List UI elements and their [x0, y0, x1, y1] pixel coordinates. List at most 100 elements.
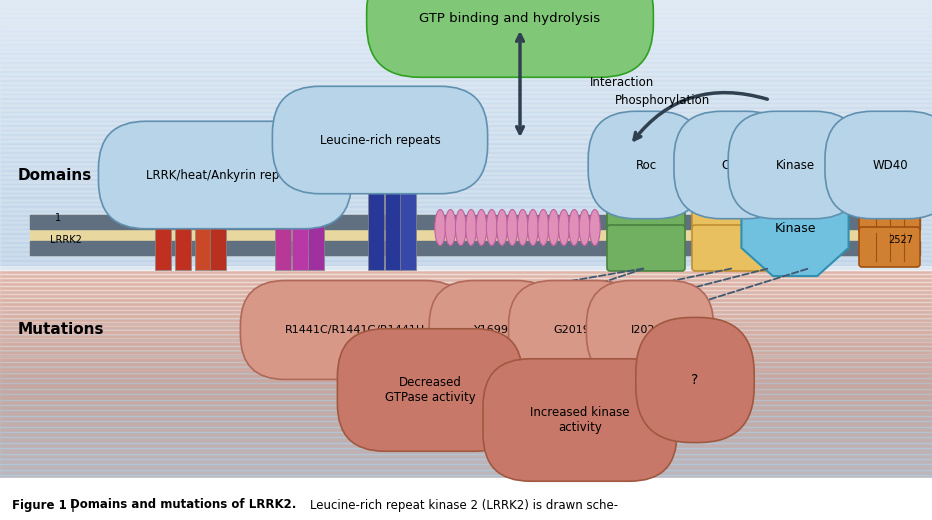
Bar — [0, 319, 932, 324]
Ellipse shape — [435, 210, 445, 245]
FancyBboxPatch shape — [859, 193, 920, 233]
Text: LRRK2: LRRK2 — [50, 235, 82, 245]
Bar — [30, 241, 920, 255]
Ellipse shape — [589, 210, 600, 245]
Bar — [0, 80, 932, 85]
Bar — [0, 134, 932, 139]
Bar — [0, 103, 932, 108]
Bar — [0, 358, 932, 362]
Bar — [0, 491, 932, 497]
Bar — [0, 224, 932, 229]
Bar — [292, 185, 308, 270]
Ellipse shape — [548, 210, 559, 245]
Bar — [0, 370, 932, 374]
FancyBboxPatch shape — [692, 225, 776, 271]
Bar — [0, 67, 932, 72]
Bar — [0, 292, 932, 297]
Bar — [195, 185, 211, 270]
Ellipse shape — [456, 210, 466, 245]
Bar — [0, 303, 932, 308]
Bar — [0, 215, 932, 220]
Bar — [0, 470, 932, 475]
Bar — [0, 139, 932, 144]
Bar — [0, 378, 932, 382]
Text: COR: COR — [721, 159, 747, 172]
Bar — [0, 270, 932, 276]
Text: COR: COR — [720, 202, 747, 215]
Bar — [0, 478, 932, 520]
Ellipse shape — [476, 210, 487, 245]
Bar — [0, 362, 932, 366]
Text: Decreased
GTPase activity: Decreased GTPase activity — [385, 376, 475, 404]
Bar — [0, 58, 932, 63]
Bar — [0, 378, 932, 383]
Bar — [0, 394, 932, 399]
Bar — [0, 188, 932, 193]
Bar — [0, 426, 932, 432]
Ellipse shape — [528, 210, 539, 245]
Text: 1: 1 — [55, 213, 62, 223]
Bar — [275, 185, 291, 270]
Bar — [0, 152, 932, 157]
Text: Kinase: Kinase — [774, 222, 816, 235]
Bar — [0, 302, 932, 306]
Ellipse shape — [558, 210, 569, 245]
Bar — [0, 116, 932, 121]
Bar — [0, 202, 932, 207]
Polygon shape — [742, 180, 848, 276]
Bar — [0, 282, 932, 286]
Ellipse shape — [517, 210, 528, 245]
Text: Roc: Roc — [636, 159, 656, 172]
Bar — [0, 13, 932, 18]
Bar — [0, 437, 932, 443]
Bar — [0, 4, 932, 9]
Bar — [0, 94, 932, 99]
Ellipse shape — [538, 210, 549, 245]
Bar — [0, 125, 932, 130]
Bar — [0, 459, 932, 464]
Text: Figure 1 |: Figure 1 | — [12, 499, 79, 512]
Bar — [0, 22, 932, 27]
Bar — [0, 405, 932, 410]
Bar — [0, 184, 932, 189]
Bar — [0, 453, 932, 459]
Bar — [0, 513, 932, 518]
Bar — [0, 326, 932, 330]
Text: Interaction: Interaction — [590, 75, 654, 88]
Bar — [0, 464, 932, 470]
Bar — [0, 334, 932, 338]
Bar — [0, 121, 932, 126]
Ellipse shape — [487, 210, 497, 245]
Bar — [0, 274, 932, 278]
Text: Domains and mutations of LRRK2.: Domains and mutations of LRRK2. — [70, 499, 300, 512]
Bar — [0, 294, 932, 298]
Bar — [0, 508, 932, 513]
Bar — [0, 40, 932, 45]
Text: Leucine-rich repeats: Leucine-rich repeats — [320, 134, 441, 147]
Bar — [385, 185, 401, 270]
Bar — [0, 170, 932, 175]
Text: R1441C/R1441G/R1441H: R1441C/R1441G/R1441H — [285, 325, 425, 335]
Text: Domains: Domains — [18, 167, 92, 183]
FancyBboxPatch shape — [859, 227, 920, 267]
Bar — [0, 270, 932, 520]
Bar — [0, 85, 932, 90]
Bar — [175, 185, 191, 270]
Text: Kinase: Kinase — [775, 159, 815, 172]
Text: GTP binding and hydrolysis: GTP binding and hydrolysis — [419, 11, 600, 24]
Text: WD40: WD40 — [872, 159, 908, 172]
Bar — [0, 166, 932, 171]
Bar — [0, 276, 932, 281]
Bar — [0, 486, 932, 491]
Bar — [0, 193, 932, 198]
Bar — [0, 416, 932, 421]
Bar — [0, 350, 932, 354]
Bar — [0, 281, 932, 286]
Bar — [0, 0, 932, 270]
Bar — [0, 497, 932, 502]
FancyBboxPatch shape — [607, 225, 685, 271]
Bar — [0, 502, 932, 508]
Bar — [0, 8, 932, 13]
Bar — [0, 71, 932, 76]
Bar — [0, 197, 932, 202]
